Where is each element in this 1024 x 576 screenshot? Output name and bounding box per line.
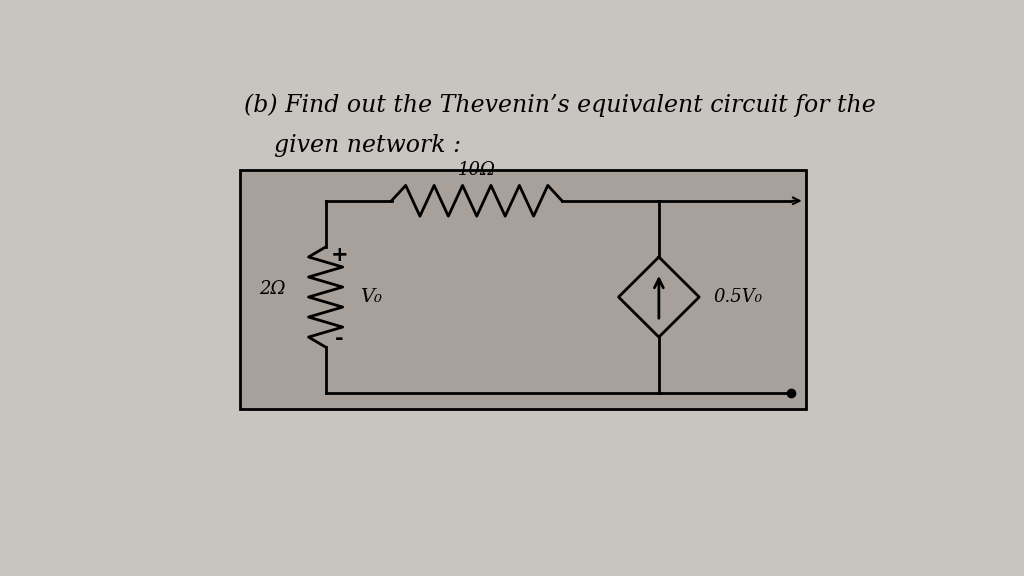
Text: -: - [335, 329, 344, 350]
FancyBboxPatch shape [241, 170, 806, 409]
Text: given network :: given network : [245, 134, 462, 157]
Text: +: + [331, 245, 348, 265]
Text: 0.5V₀: 0.5V₀ [713, 288, 762, 306]
Text: 10Ω: 10Ω [458, 161, 496, 179]
Text: 2Ω: 2Ω [259, 281, 286, 298]
Text: V₀: V₀ [360, 288, 383, 306]
Text: (b) Find out the Thevenin’s equivalent circuit for the: (b) Find out the Thevenin’s equivalent c… [245, 93, 876, 116]
